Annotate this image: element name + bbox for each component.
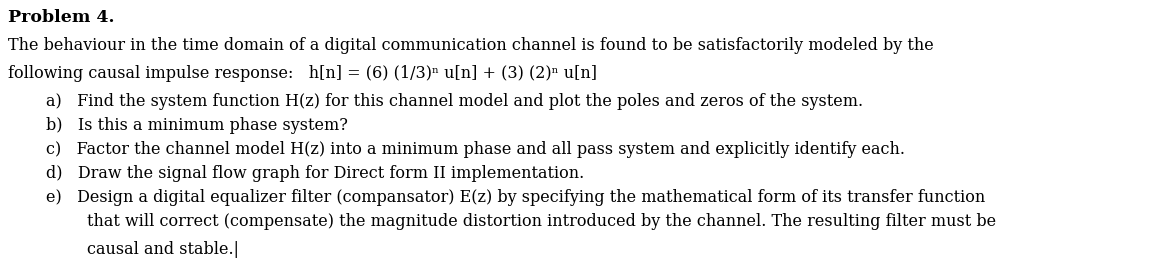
Text: b)   Is this a minimum phase system?: b) Is this a minimum phase system? [46,117,348,134]
Text: following causal impulse response:   h[n] = (6) (1/3)ⁿ u[n] + (3) (2)ⁿ u[n]: following causal impulse response: h[n] … [8,65,597,82]
Text: The behaviour in the time domain of a digital communication channel is found to : The behaviour in the time domain of a di… [8,37,934,54]
Text: e)   Design a digital equalizer filter (compansator) E(z) by specifying the math: e) Design a digital equalizer filter (co… [46,189,985,206]
Text: a)   Find the system function H(z) for this channel model and plot the poles and: a) Find the system function H(z) for thi… [46,93,863,110]
Text: causal and stable.|: causal and stable.| [46,241,239,258]
Text: d)   Draw the signal flow graph for Direct form II implementation.: d) Draw the signal flow graph for Direct… [46,165,584,182]
Text: c)   Factor the channel model H(z) into a minimum phase and all pass system and : c) Factor the channel model H(z) into a … [46,141,905,158]
Text: Problem 4.: Problem 4. [8,9,115,26]
Text: that will correct (compensate) the magnitude distortion introduced by the channe: that will correct (compensate) the magni… [46,213,996,230]
